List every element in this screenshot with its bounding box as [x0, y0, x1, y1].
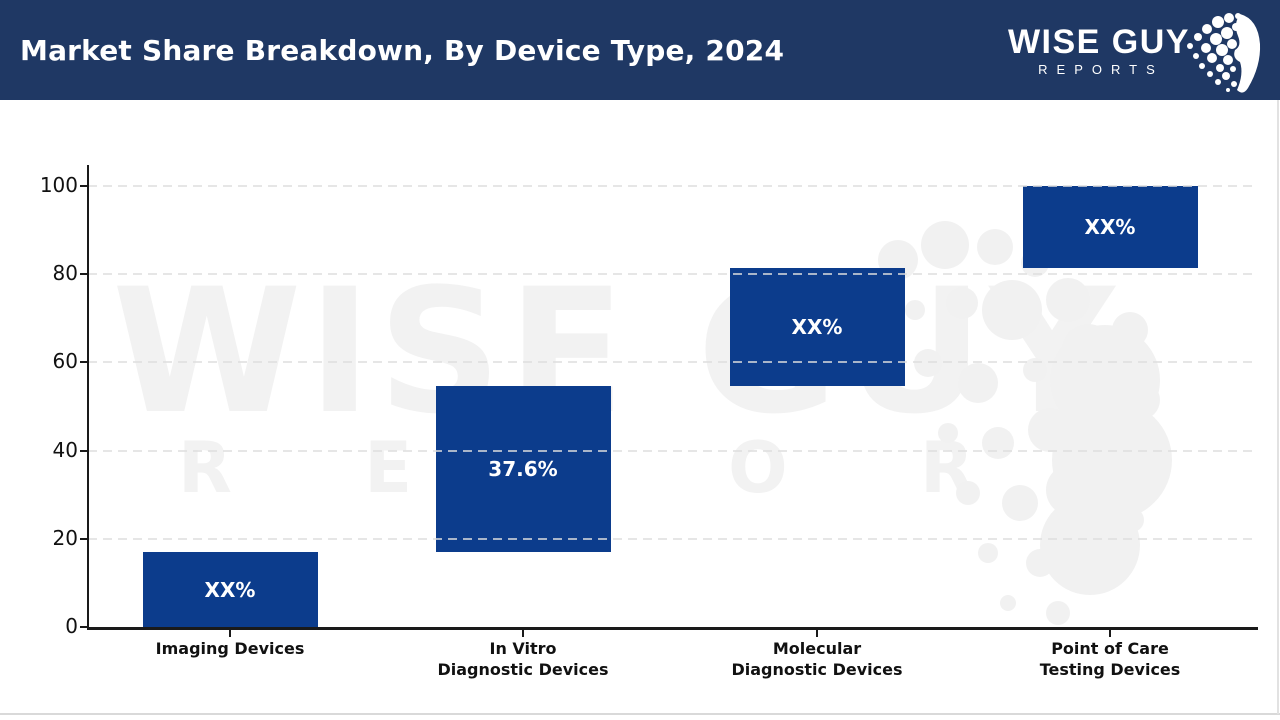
- waterfall-bar: XX%: [142, 552, 318, 627]
- x-category-label: Molecular Diagnostic Devices: [687, 638, 947, 680]
- x-tick-mark: [522, 630, 524, 637]
- x-tick-mark: [229, 630, 231, 637]
- logo-subtitle: REPORTS: [1038, 62, 1164, 77]
- bar-value-label: XX%: [1084, 215, 1136, 239]
- x-category-label: Imaging Devices: [100, 638, 360, 659]
- page-title: Market Share Breakdown, By Device Type, …: [20, 34, 785, 67]
- waterfall-bar: XX%: [729, 268, 905, 387]
- y-tick-mark: [80, 626, 88, 628]
- y-tick-label: 100: [39, 173, 78, 197]
- header-bar: Market Share Breakdown, By Device Type, …: [0, 0, 1280, 100]
- x-category-label-line: Imaging Devices: [155, 639, 305, 658]
- x-category-label-line: Diagnostic Devices: [731, 660, 903, 679]
- gridline: [88, 449, 1258, 452]
- bar-value-label: XX%: [204, 577, 256, 602]
- x-category-label: Point of Care Testing Devices: [980, 638, 1240, 680]
- y-tick-mark: [80, 537, 88, 540]
- x-tick-mark: [816, 630, 818, 637]
- y-tick-mark: [80, 361, 88, 364]
- x-category-label: In Vitro Diagnostic Devices: [393, 638, 653, 680]
- logo-text: WISE GUY REPORTS: [1008, 25, 1190, 77]
- y-axis-line: [87, 165, 89, 629]
- gridline: [88, 273, 1258, 276]
- gridline: [88, 361, 1258, 364]
- y-tick-label: 80: [52, 261, 78, 286]
- waterfall-bar: 37.6%: [435, 386, 611, 553]
- watermark-wordmark: WISE GUY: [112, 251, 1121, 452]
- gridline: [88, 185, 1258, 187]
- right-border-line: [1277, 100, 1279, 714]
- bar-value-label: 37.6%: [488, 457, 558, 482]
- y-tick-mark: [80, 273, 88, 276]
- wise-guy-logo: WISE GUY REPORTS: [1008, 8, 1266, 94]
- x-axis-line: [87, 627, 1258, 630]
- x-category-label-line: Diagnostic Devices: [437, 660, 609, 679]
- bottom-border-line: [0, 713, 1280, 715]
- y-tick-label: 20: [52, 525, 78, 550]
- bar-value-label: XX%: [791, 315, 843, 340]
- wise-guy-head-icon: [1187, 13, 1261, 93]
- logo-wordmark: WISE GUY: [1007, 23, 1190, 61]
- gridline: [88, 537, 1258, 540]
- y-tick-label: 40: [52, 437, 78, 462]
- y-tick-mark: [80, 449, 88, 452]
- y-tick-label: 0: [65, 614, 78, 638]
- x-category-label-line: In Vitro: [489, 639, 557, 658]
- x-category-label-line: Molecular: [772, 639, 862, 658]
- y-tick-mark: [80, 185, 88, 187]
- x-category-label-line: Testing Devices: [1039, 660, 1181, 679]
- x-category-label-line: Point of Care: [1051, 639, 1169, 658]
- y-tick-label: 60: [52, 349, 78, 374]
- x-tick-mark: [1109, 630, 1111, 637]
- waterfall-bar: XX%: [1022, 186, 1198, 269]
